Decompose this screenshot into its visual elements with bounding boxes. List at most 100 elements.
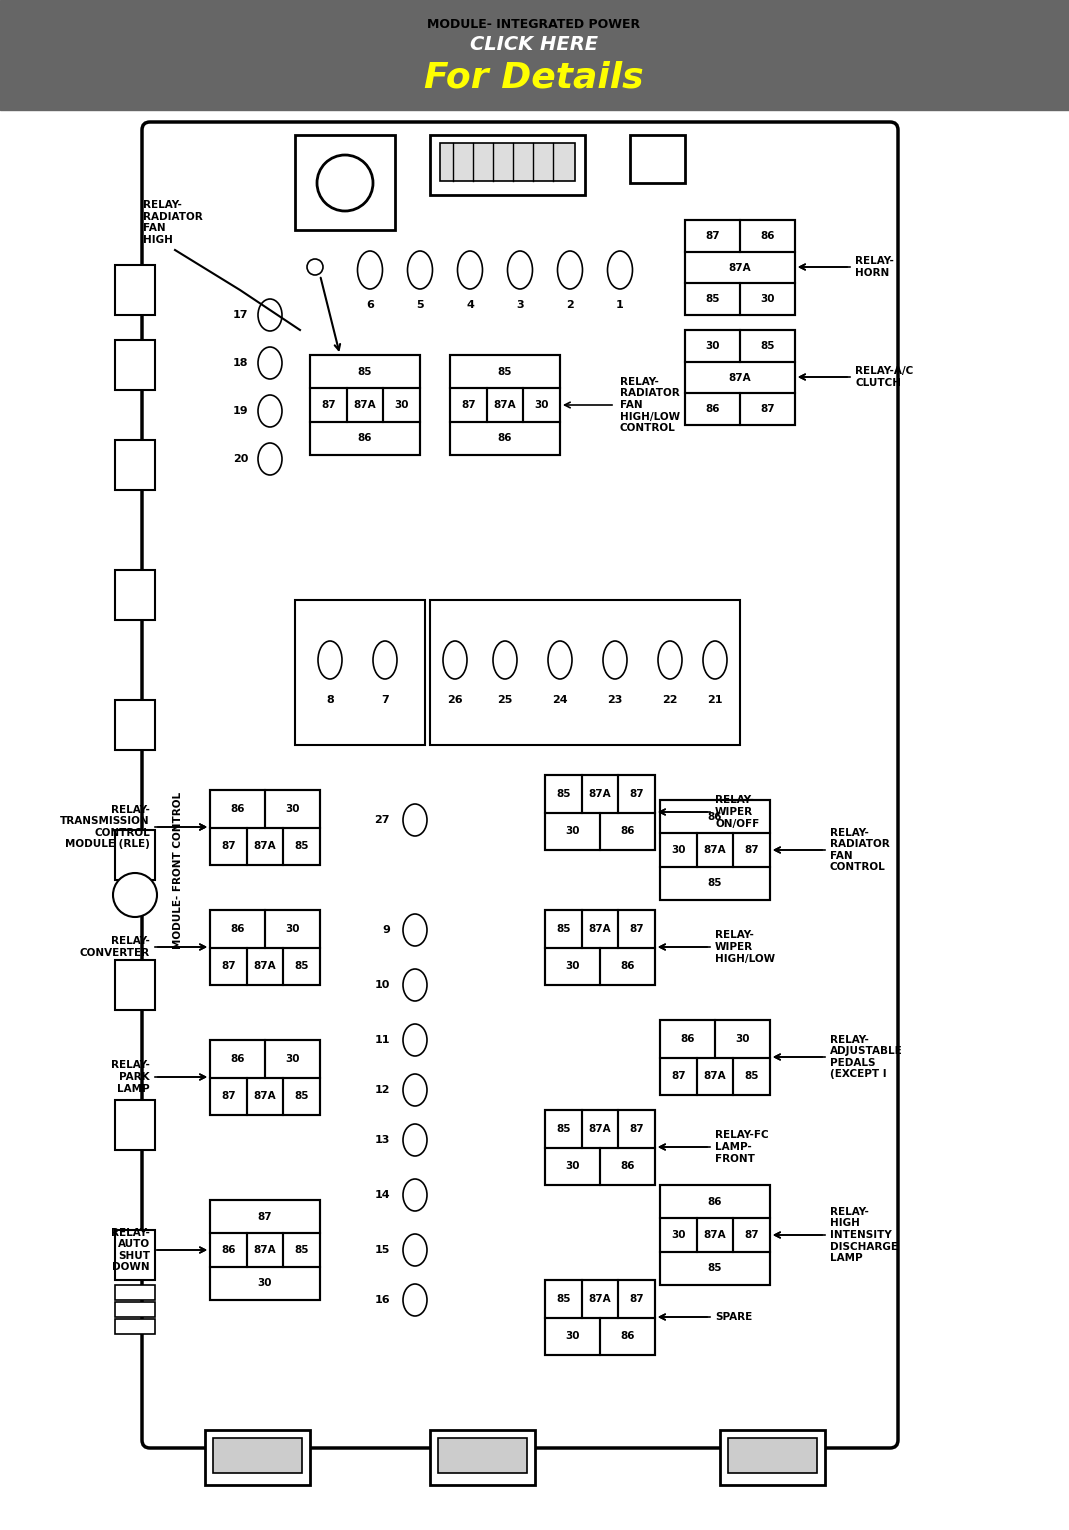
Text: 87: 87 <box>630 924 644 933</box>
Bar <box>545 1109 655 1186</box>
Text: 30: 30 <box>671 1230 685 1239</box>
Bar <box>247 828 283 864</box>
Bar <box>685 220 795 315</box>
Bar <box>660 866 770 900</box>
Bar <box>582 910 618 947</box>
Text: 30: 30 <box>566 826 579 837</box>
Text: 87: 87 <box>321 399 336 410</box>
Bar <box>115 340 155 390</box>
Bar <box>210 1200 320 1233</box>
Bar <box>600 1148 655 1186</box>
Bar <box>545 1281 582 1317</box>
Bar <box>715 1021 770 1057</box>
Bar <box>210 947 247 985</box>
Bar <box>740 330 795 361</box>
Text: 86: 86 <box>498 433 512 444</box>
Text: 3: 3 <box>516 300 524 311</box>
Text: 20: 20 <box>233 454 248 464</box>
Bar <box>210 1040 265 1077</box>
Text: RELAY-
RADIATOR
FAN
HIGH/LOW
CONTROL: RELAY- RADIATOR FAN HIGH/LOW CONTROL <box>620 376 680 433</box>
Text: 87: 87 <box>671 1071 685 1082</box>
Text: 86: 86 <box>708 1196 723 1207</box>
Bar <box>310 355 420 454</box>
Bar <box>524 389 560 422</box>
Text: 87: 87 <box>630 789 644 799</box>
Text: 86: 86 <box>358 433 372 444</box>
Bar <box>740 393 795 425</box>
Bar <box>685 361 795 393</box>
Bar <box>733 1057 770 1095</box>
Bar <box>450 422 560 454</box>
Bar <box>740 220 795 251</box>
Text: 85: 85 <box>760 341 775 350</box>
Bar <box>430 600 740 745</box>
Bar <box>310 389 346 422</box>
Bar <box>545 1109 582 1148</box>
Text: 5: 5 <box>416 300 423 311</box>
Text: 87A: 87A <box>354 399 376 410</box>
Bar <box>685 330 795 425</box>
Text: 30: 30 <box>534 399 548 410</box>
Text: 87: 87 <box>221 961 235 972</box>
Bar <box>213 1438 303 1473</box>
Text: 85: 85 <box>708 878 723 889</box>
Bar <box>115 1100 155 1151</box>
Bar <box>630 135 685 184</box>
Text: RELAY-
WIPER
ON/OFF: RELAY- WIPER ON/OFF <box>715 796 759 829</box>
Bar <box>545 776 582 812</box>
Bar <box>600 947 655 985</box>
Text: 6: 6 <box>366 300 374 311</box>
Text: 85: 85 <box>744 1071 759 1082</box>
Text: 87A: 87A <box>253 961 276 972</box>
Bar <box>115 701 155 750</box>
Text: 85: 85 <box>556 924 571 933</box>
Text: 87A: 87A <box>589 789 611 799</box>
Text: 30: 30 <box>671 845 685 855</box>
Text: 26: 26 <box>447 695 463 705</box>
Text: MODULE- FRONT CONTROL: MODULE- FRONT CONTROL <box>173 791 183 949</box>
Bar <box>247 947 283 985</box>
Text: 4: 4 <box>466 300 474 311</box>
Bar <box>265 789 320 828</box>
Text: 87A: 87A <box>729 372 752 382</box>
Text: 16: 16 <box>374 1294 390 1305</box>
Text: 9: 9 <box>382 926 390 935</box>
Bar <box>283 947 320 985</box>
Text: 86: 86 <box>620 961 635 972</box>
Text: 30: 30 <box>566 1161 579 1172</box>
Text: 86: 86 <box>221 1245 235 1255</box>
Text: 87A: 87A <box>253 1091 276 1102</box>
Bar <box>545 910 582 947</box>
Text: 87: 87 <box>706 231 719 240</box>
Bar <box>310 355 420 389</box>
Bar <box>115 1285 155 1300</box>
Bar <box>210 1267 320 1300</box>
Text: 8: 8 <box>326 695 334 705</box>
Bar <box>660 1252 770 1285</box>
Bar <box>618 1109 655 1148</box>
Bar <box>660 1057 697 1095</box>
Text: 27: 27 <box>374 815 390 825</box>
Text: 87A: 87A <box>589 1294 611 1304</box>
Bar <box>697 1057 733 1095</box>
Bar <box>115 265 155 315</box>
Bar <box>247 1233 283 1267</box>
Text: 87: 87 <box>258 1212 273 1221</box>
Bar <box>210 910 265 947</box>
Bar <box>210 789 265 828</box>
Bar <box>283 1077 320 1115</box>
Bar <box>295 600 425 745</box>
Text: 14: 14 <box>374 1190 390 1200</box>
Bar <box>660 834 697 866</box>
Bar <box>115 1302 155 1317</box>
Bar <box>450 355 560 389</box>
Text: 87A: 87A <box>253 1245 276 1255</box>
Bar <box>115 571 155 620</box>
Bar <box>545 947 600 985</box>
Text: MODULE- INTEGRATED POWER: MODULE- INTEGRATED POWER <box>428 18 640 31</box>
Bar <box>0 0 1069 110</box>
FancyBboxPatch shape <box>142 122 898 1447</box>
Bar <box>660 800 770 834</box>
Bar <box>430 1431 534 1486</box>
Text: 87A: 87A <box>253 842 276 851</box>
